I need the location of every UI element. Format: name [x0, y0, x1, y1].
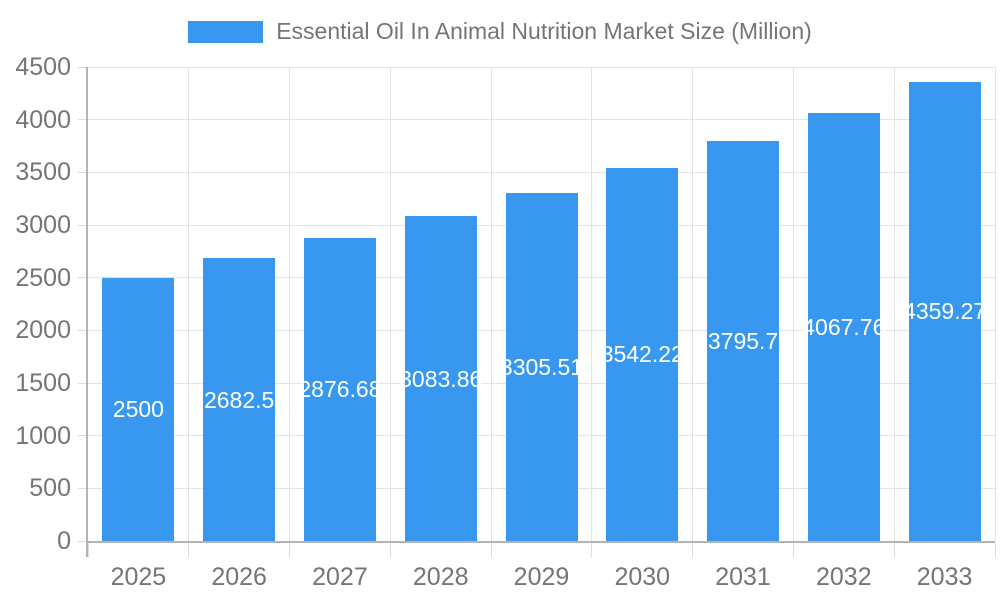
- bar[interactable]: [505, 192, 578, 541]
- y-axis-label: 0: [57, 527, 71, 555]
- x-axis-tick: [87, 543, 89, 557]
- chart-legend[interactable]: Essential Oil In Animal Nutrition Market…: [0, 18, 1000, 45]
- y-axis-label: 1000: [15, 421, 71, 450]
- bar[interactable]: [908, 81, 981, 541]
- legend-swatch: [188, 20, 264, 43]
- x-axis-tick: [994, 543, 996, 557]
- x-gridline: [188, 67, 190, 541]
- chart-title: Essential Oil In Animal Nutrition Market…: [276, 18, 812, 44]
- x-axis-tick: [692, 543, 694, 557]
- bar-value-label: 3305.51: [499, 353, 584, 380]
- x-gridline: [792, 67, 794, 541]
- x-axis-label: 2032: [816, 563, 872, 591]
- x-gridline: [289, 67, 291, 541]
- x-axis-tick: [893, 543, 895, 557]
- bar[interactable]: [807, 112, 880, 541]
- y-axis-tick: [78, 224, 88, 226]
- x-gridline: [389, 67, 391, 541]
- y-axis-label: 2500: [15, 263, 71, 292]
- x-axis-tick: [490, 543, 492, 557]
- bar-value-label: 2876.68: [298, 376, 382, 403]
- y-axis-tick: [78, 435, 88, 437]
- x-axis-tick: [591, 543, 593, 557]
- y-axis-tick: [78, 277, 88, 279]
- bar[interactable]: [102, 277, 175, 541]
- bar-value-label: 3542.22: [600, 341, 684, 368]
- y-gridline: [88, 171, 995, 173]
- bar[interactable]: [203, 258, 276, 541]
- x-axis-tick: [289, 543, 291, 557]
- x-gridline: [692, 67, 694, 541]
- y-axis-tick: [78, 171, 88, 173]
- x-gridline: [994, 67, 996, 541]
- y-axis-label: 2000: [15, 316, 71, 345]
- bar-value-label: 2500: [112, 396, 164, 423]
- x-axis-tick: [792, 543, 794, 557]
- x-axis-tick: [188, 543, 190, 557]
- bar[interactable]: [606, 167, 679, 541]
- y-axis-label: 500: [29, 474, 71, 503]
- x-gridline: [893, 67, 895, 541]
- x-axis-label: 2033: [916, 563, 973, 591]
- y-gridline: [88, 119, 995, 121]
- bar[interactable]: [404, 216, 477, 541]
- x-axis-line: [86, 541, 995, 543]
- bar[interactable]: [707, 141, 780, 541]
- x-axis-tick: [389, 543, 391, 557]
- x-gridline: [490, 67, 492, 541]
- x-axis-label: 2026: [211, 563, 267, 591]
- y-axis-tick: [78, 540, 88, 542]
- x-axis-label: 2030: [614, 563, 671, 591]
- bar-value-label: 3083.86: [399, 365, 483, 392]
- y-axis-tick: [78, 66, 88, 68]
- bar-value-label: 4067.76: [802, 313, 886, 340]
- x-gridline: [591, 67, 593, 541]
- bar[interactable]: [303, 237, 376, 541]
- x-axis-label: 2025: [110, 563, 167, 591]
- y-axis-tick: [78, 329, 88, 331]
- y-axis-label: 4000: [15, 105, 71, 134]
- y-gridline: [88, 66, 995, 68]
- y-axis-line: [86, 67, 88, 557]
- x-axis-label: 2027: [312, 563, 368, 591]
- y-axis-tick: [78, 119, 88, 121]
- y-axis-tick: [78, 487, 88, 489]
- y-axis-label: 3000: [15, 211, 71, 239]
- bar-value-label: 3795.7: [707, 328, 779, 355]
- x-axis-label: 2029: [513, 563, 570, 591]
- bar-value-label: 4359.27: [903, 298, 987, 325]
- x-axis-label: 2031: [715, 563, 771, 591]
- y-axis-tick: [78, 382, 88, 384]
- x-axis-label: 2028: [412, 563, 469, 591]
- y-axis-label: 3500: [15, 158, 71, 187]
- bar-value-label: 2682.5: [203, 386, 275, 413]
- y-axis-label: 1500: [15, 369, 71, 397]
- y-axis-label: 4500: [15, 53, 71, 81]
